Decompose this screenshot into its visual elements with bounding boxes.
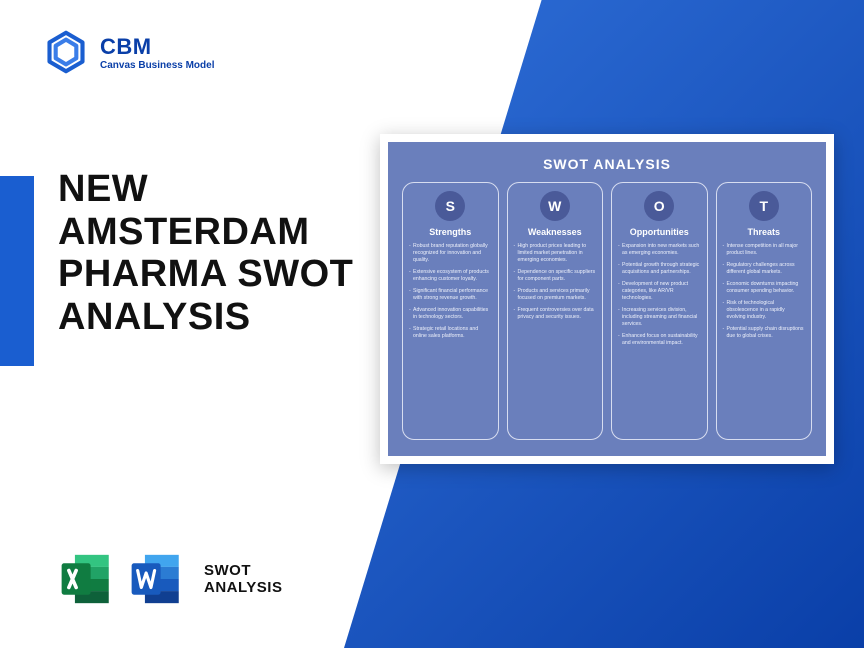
swot-letter: S (435, 191, 465, 221)
swot-letter: W (540, 191, 570, 221)
apps-label-line2: ANALYSIS (204, 579, 282, 596)
swot-items-list: Intense competition in all major product… (723, 243, 806, 345)
apps-label-line1: SWOT (204, 562, 282, 579)
logo-title: CBM (100, 34, 214, 60)
swot-item: Strategic retail locations and online sa… (409, 326, 492, 340)
swot-columns: S Strengths Robust brand reputation glob… (402, 182, 812, 440)
swot-col-opportunities: O Opportunities Expansion into new marke… (611, 182, 708, 440)
swot-col-title: Strengths (429, 227, 471, 237)
swot-col-title: Threats (747, 227, 780, 237)
swot-item: Expansion into new markets such as emerg… (618, 243, 701, 257)
swot-item: Potential supply chain disruptions due t… (723, 326, 806, 340)
swot-item: Economic downturns impacting consumer sp… (723, 281, 806, 295)
swot-col-title: Weaknesses (528, 227, 582, 237)
swot-item: Potential growth through strategic acqui… (618, 262, 701, 276)
swot-items-list: High product prices leading to limited m… (514, 243, 597, 326)
logo-subtitle: Canvas Business Model (100, 60, 214, 71)
swot-card-title: SWOT ANALYSIS (402, 156, 812, 172)
swot-col-weaknesses: W Weaknesses High product prices leading… (507, 182, 604, 440)
swot-item: Extensive ecosystem of products enhancin… (409, 269, 492, 283)
swot-letter: T (749, 191, 779, 221)
swot-item: Regulatory challenges across different g… (723, 262, 806, 276)
swot-item: Dependence on specific suppliers for com… (514, 269, 597, 283)
swot-item: Development of new product categories, l… (618, 281, 701, 302)
swot-item: Frequent controversies over data privacy… (514, 307, 597, 321)
swot-col-strengths: S Strengths Robust brand reputation glob… (402, 182, 499, 440)
word-icon (128, 550, 186, 608)
swot-item: Robust brand reputation globally recogni… (409, 243, 492, 264)
swot-items-list: Expansion into new markets such as emerg… (618, 243, 701, 352)
swot-item: Increasing services division, including … (618, 307, 701, 328)
swot-item: Intense competition in all major product… (723, 243, 806, 257)
swot-card: SWOT ANALYSIS S Strengths Robust brand r… (380, 134, 834, 464)
swot-col-threats: T Threats Intense competition in all maj… (716, 182, 813, 440)
excel-icon (58, 550, 116, 608)
cbm-logo-icon (44, 30, 88, 74)
swot-item: High product prices leading to limited m… (514, 243, 597, 264)
apps-label: SWOT ANALYSIS (204, 562, 282, 596)
swot-letter: O (644, 191, 674, 221)
swot-col-title: Opportunities (630, 227, 689, 237)
logo: CBM Canvas Business Model (44, 30, 214, 74)
swot-item: Products and services primarily focused … (514, 288, 597, 302)
page-title: NEW AMSTERDAM PHARMA SWOT ANALYSIS (58, 168, 388, 338)
accent-bar (0, 176, 34, 366)
swot-item: Risk of technological obsolescence in a … (723, 300, 806, 321)
swot-item: Advanced innovation capabilities in tech… (409, 307, 492, 321)
swot-item: Significant financial performance with s… (409, 288, 492, 302)
swot-items-list: Robust brand reputation globally recogni… (409, 243, 492, 345)
app-icons: SWOT ANALYSIS (58, 550, 282, 608)
swot-item: Enhanced focus on sustainability and env… (618, 333, 701, 347)
